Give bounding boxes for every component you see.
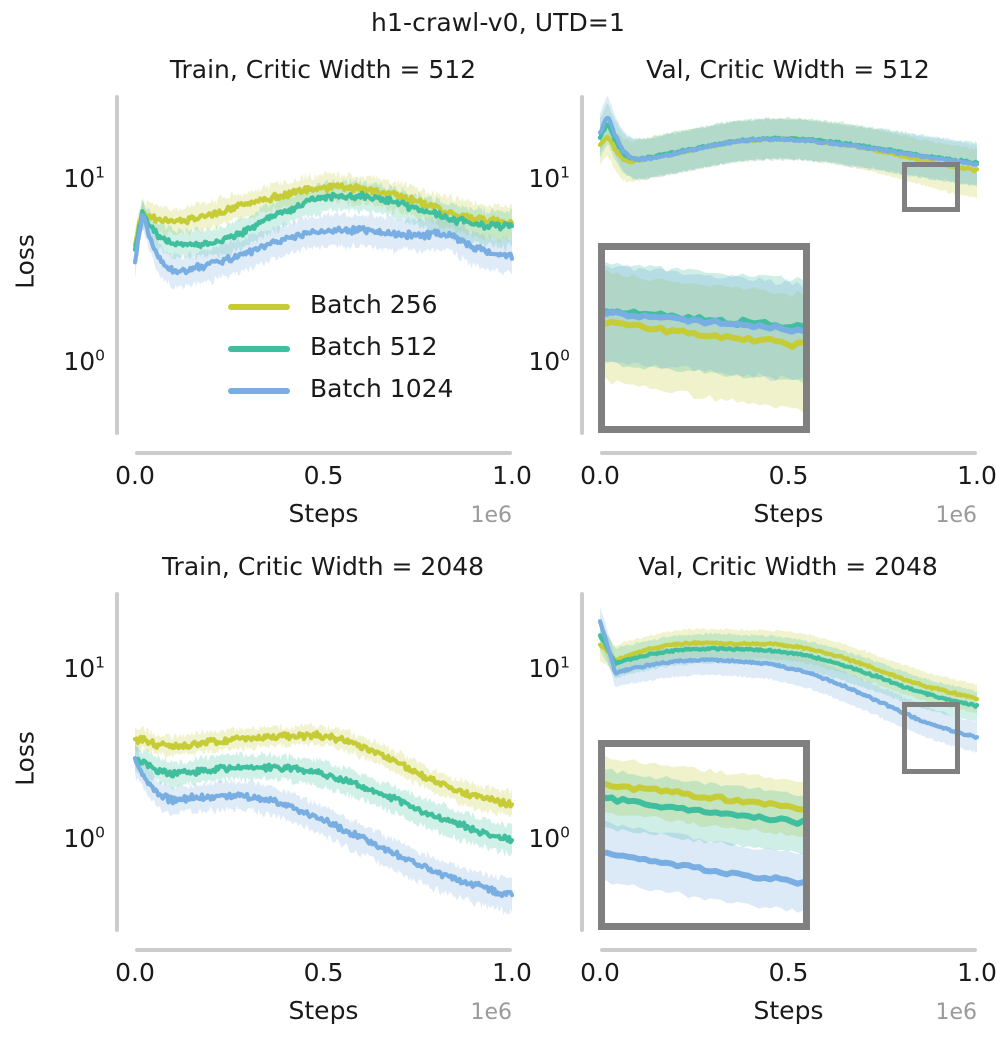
y-axis-spine-train-2048 [115,592,119,932]
x-axis-spine-val-2048 [600,948,977,952]
inset-series-line [605,849,803,887]
legend-label: Batch 512 [310,332,438,361]
x-tick-label: 1.0 [492,461,532,490]
zoom-inset-val-512 [598,243,810,433]
confidence-band [600,605,977,754]
confidence-band [600,103,977,187]
x-tick-label: 1.0 [957,958,996,987]
x-axis-label: Steps [753,996,824,1025]
y-axis-spine-val-2048 [580,592,584,932]
inset-indicator-box-val-2048 [902,702,960,774]
inset-series-line [605,794,803,827]
x-tick-label: 0.0 [115,461,155,490]
y-axis-spine-val-512 [580,95,584,435]
series-line [132,190,515,252]
confidence-band [135,722,512,818]
x-tick-label: 0.5 [768,958,809,987]
confidence-band [600,115,977,200]
x-axis-offset-text: 1e6 [935,503,977,528]
legend-swatch-line [228,388,290,394]
y-tick-label: 101 [528,163,570,193]
figure-suptitle: h1-crawl-v0, UTD=1 [371,8,625,37]
x-tick-label: 0.5 [768,461,809,490]
subplot-title-val-2048: Val, Critic Width = 2048 [638,552,938,581]
inset-plot-area [605,756,803,913]
y-tick-label: 100 [63,346,105,376]
series-line [597,619,980,740]
x-tick-label: 0.5 [303,958,344,987]
y-tick-label: 100 [528,346,570,376]
x-axis-spine-train-512 [135,451,512,455]
confidence-band [135,170,512,260]
legend-label: Batch 1024 [310,374,454,403]
zoom-inset-val-2048 [598,740,810,930]
y-tick-label: 101 [63,653,105,684]
x-tick-label: 1.0 [957,461,996,490]
inset-series-line [605,308,803,335]
confidence-band [600,620,977,723]
series-line [132,182,515,247]
series-line [597,633,980,709]
confidence-band [135,742,512,916]
subplot-title-val-512: Val, Critic Width = 512 [646,55,930,84]
x-tick-label: 0.5 [303,461,344,490]
subplot-title-train-512: Train, Critic Width = 512 [169,55,477,84]
x-axis-spine-train-2048 [135,948,512,952]
y-tick-label: 101 [528,653,570,684]
x-axis-offset-text: 1e6 [470,503,512,528]
x-axis-offset-text: 1e6 [470,1000,512,1025]
x-axis-label: Steps [288,499,359,528]
x-tick-label: 0.0 [580,461,620,490]
x-tick-label: 0.0 [580,958,620,987]
y-tick-label: 101 [63,163,105,193]
series-line [132,756,515,845]
y-tick-label: 100 [63,823,105,854]
confidence-band [135,200,512,290]
legend-label: Batch 256 [310,290,438,319]
subplot-title-train-2048: Train, Critic Width = 2048 [161,552,485,581]
x-axis-label: Steps [753,499,824,528]
inset-confidence-band [605,270,803,413]
legend-swatch-line [228,304,290,310]
x-axis-offset-text: 1e6 [935,1000,977,1025]
legend-swatch-line [228,346,290,352]
series-line [597,639,980,702]
y-axis-spine-train-512 [115,95,119,435]
x-tick-label: 1.0 [492,958,532,987]
confidence-band [135,744,512,858]
inset-series-line [605,318,803,350]
inset-indicator-box-val-512 [902,162,960,212]
series-line [132,756,515,899]
inset-plot-area [605,262,803,413]
x-tick-label: 0.0 [115,958,155,987]
series-line [597,115,980,167]
y-tick-label: 100 [528,823,570,854]
x-axis-label: Steps [288,996,359,1025]
series-line [132,730,515,809]
series-line [132,213,515,276]
x-axis-spine-val-512 [600,451,977,455]
inset-series-line [605,781,803,813]
